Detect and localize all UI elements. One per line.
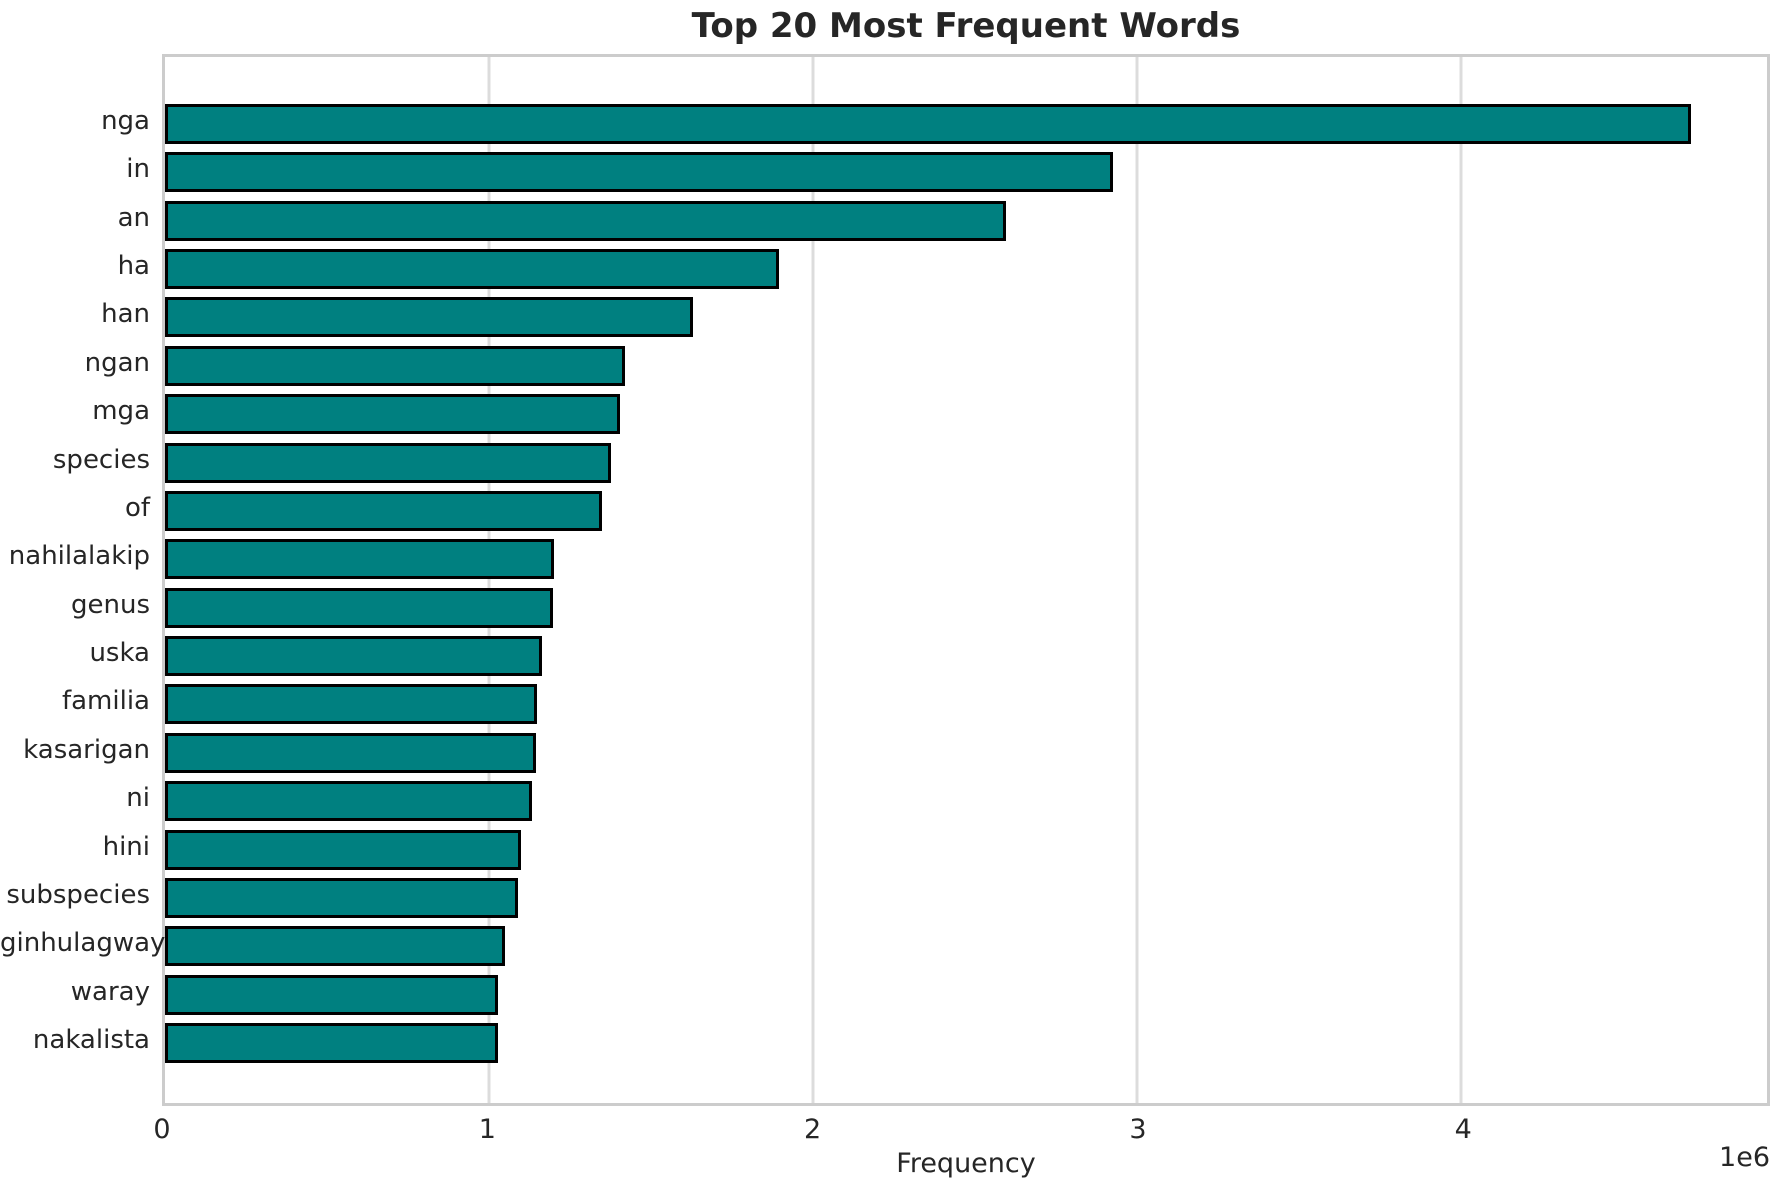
bar [165,974,499,1015]
y-tick-label: subspecies [6,879,150,910]
bar [165,684,538,725]
bar [165,877,518,918]
x-tick-label: 1 [478,1114,496,1145]
bar [165,829,521,870]
bar [165,345,625,386]
bar [165,732,537,773]
bar [165,539,555,580]
y-tick-label: familia [61,686,150,717]
y-tick-label: ni [126,783,150,814]
gridline [487,57,491,1103]
y-tick-label: genus [70,589,150,620]
y-tick-label: mga [92,396,150,427]
y-tick-label: ginhulagway [0,928,166,959]
bar [165,249,779,290]
y-tick-label: nahilalakip [8,541,150,572]
y-tick-label: ngan [84,347,150,378]
gridline [1459,57,1463,1103]
y-tick-label: han [101,299,150,330]
bar [165,394,620,435]
y-tick-label: nakalista [32,1025,150,1055]
y-tick-label: in [126,154,150,185]
bar [165,587,553,628]
plot-area [162,54,1770,1106]
bar [165,926,505,967]
chart-title: Top 20 Most Frequent Words [691,6,1241,46]
bar [165,1023,498,1063]
y-tick-label: kasarigan [23,734,150,765]
x-tick-label: 3 [1129,1114,1147,1145]
y-tick-label: of [124,492,150,523]
y-tick-label: species [52,444,150,475]
x-tick-label: 2 [804,1114,822,1145]
y-tick-label: hini [102,831,150,862]
bar [165,442,612,483]
y-tick-label: ha [117,251,150,282]
bar [165,781,532,822]
bar [165,636,543,677]
y-tick-label: uska [89,638,150,669]
x-tick-label: 4 [1454,1114,1472,1145]
y-tick-label: an [117,202,150,233]
bar [165,152,1113,193]
x-axis-offset-text: 1e6 [1719,1142,1770,1173]
x-axis-label: Frequency [896,1148,1036,1179]
bar [165,297,693,338]
x-tick-label: 0 [153,1114,171,1145]
gridline [1135,57,1139,1103]
gridline [811,57,815,1103]
bar [165,104,1691,144]
y-tick-label: nga [101,106,150,136]
bar [165,490,603,531]
bar [165,200,1007,241]
y-tick-label: waray [70,976,150,1007]
